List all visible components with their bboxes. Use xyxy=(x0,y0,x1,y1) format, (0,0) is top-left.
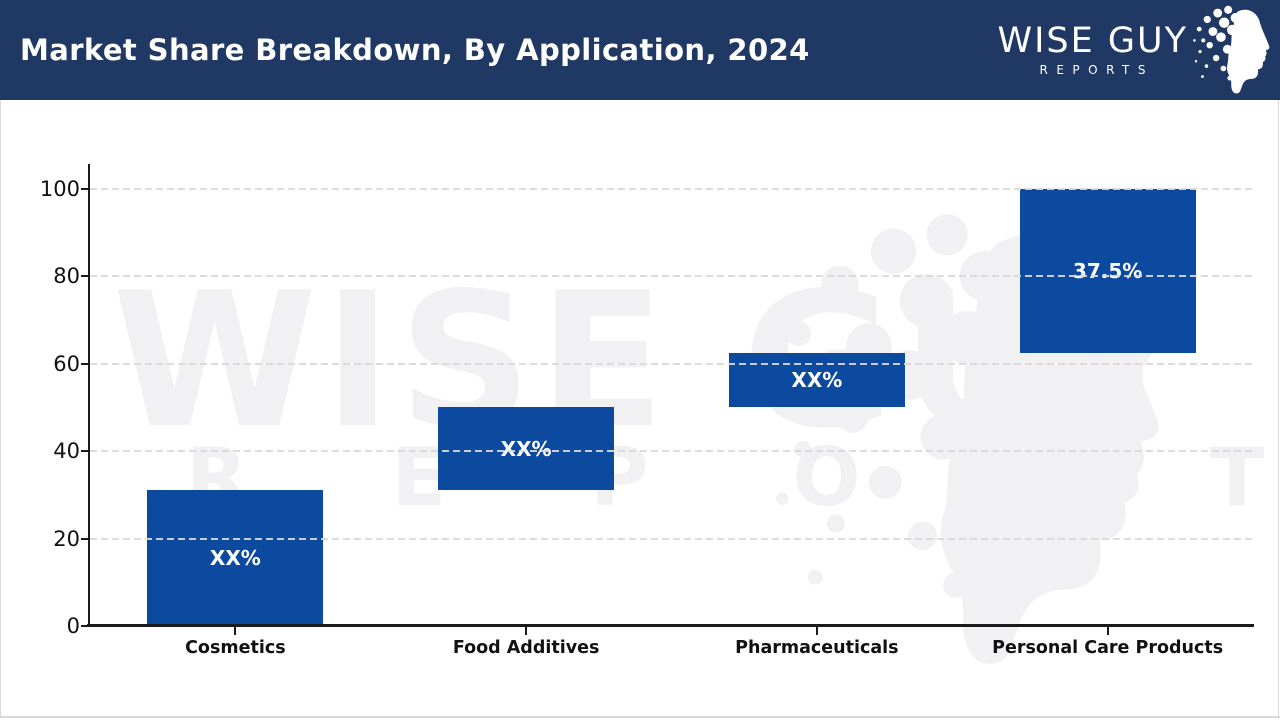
x-tick-mark xyxy=(525,627,528,635)
wiseguy-face-dots-icon xyxy=(1193,5,1270,94)
bar-segment: XX% xyxy=(147,490,324,626)
gridline-100 xyxy=(90,187,1253,190)
y-tick-label: 100 xyxy=(39,176,80,201)
bar-value-label: XX% xyxy=(209,546,261,571)
page-right-border xyxy=(1278,100,1279,717)
y-tick-mark xyxy=(81,537,88,540)
bar-value-label: 37.5% xyxy=(1072,258,1143,283)
wiseguy-logo: WISE GUY REPORTS xyxy=(997,5,1274,95)
y-tick-mark xyxy=(81,450,88,452)
y-tick-mark xyxy=(81,275,88,277)
y-tick-label: 0 xyxy=(66,614,80,638)
bar-value-label: XX% xyxy=(500,436,552,461)
bar-segment: 37.5% xyxy=(1019,188,1196,353)
header-bar: Market Share Breakdown, By Application, … xyxy=(0,0,1280,100)
x-category-label: Cosmetics xyxy=(185,638,286,658)
y-tick-label: 60 xyxy=(53,351,80,376)
y-tick-label: 20 xyxy=(53,526,80,551)
gridline-20 xyxy=(90,537,1253,540)
y-axis-line xyxy=(88,164,90,627)
x-axis-line xyxy=(87,624,1254,627)
y-tick-label: 40 xyxy=(53,439,80,463)
x-category-label: Food Additives xyxy=(452,638,600,658)
logo-wiseguy-text: WISE GUY xyxy=(997,20,1188,61)
page-left-border xyxy=(0,100,1,717)
x-category-label: Personal Care Products xyxy=(992,638,1224,658)
bar-value-label: XX% xyxy=(791,367,843,392)
x-tick-mark xyxy=(1106,627,1109,635)
gridline-60 xyxy=(90,362,1253,365)
y-tick-mark xyxy=(81,187,88,190)
y-tick-mark xyxy=(81,362,88,365)
wiseguy-logotype: WISE GUY REPORTS xyxy=(997,20,1188,77)
bar-segment: XX% xyxy=(728,352,905,408)
page-bottom-border xyxy=(0,716,1280,718)
y-tick-label: 80 xyxy=(53,264,80,288)
gridline-80 xyxy=(90,275,1253,277)
logo-reports-text: REPORTS xyxy=(1039,62,1154,77)
x-category-label: Pharmaceuticals xyxy=(735,638,899,658)
gridline-40 xyxy=(90,450,1253,452)
bar-segment: XX% xyxy=(438,407,615,491)
x-tick-mark xyxy=(234,627,237,635)
y-tick-mark xyxy=(81,625,88,627)
page-title: Market Share Breakdown, By Application, … xyxy=(20,33,810,67)
x-tick-mark xyxy=(815,627,818,635)
